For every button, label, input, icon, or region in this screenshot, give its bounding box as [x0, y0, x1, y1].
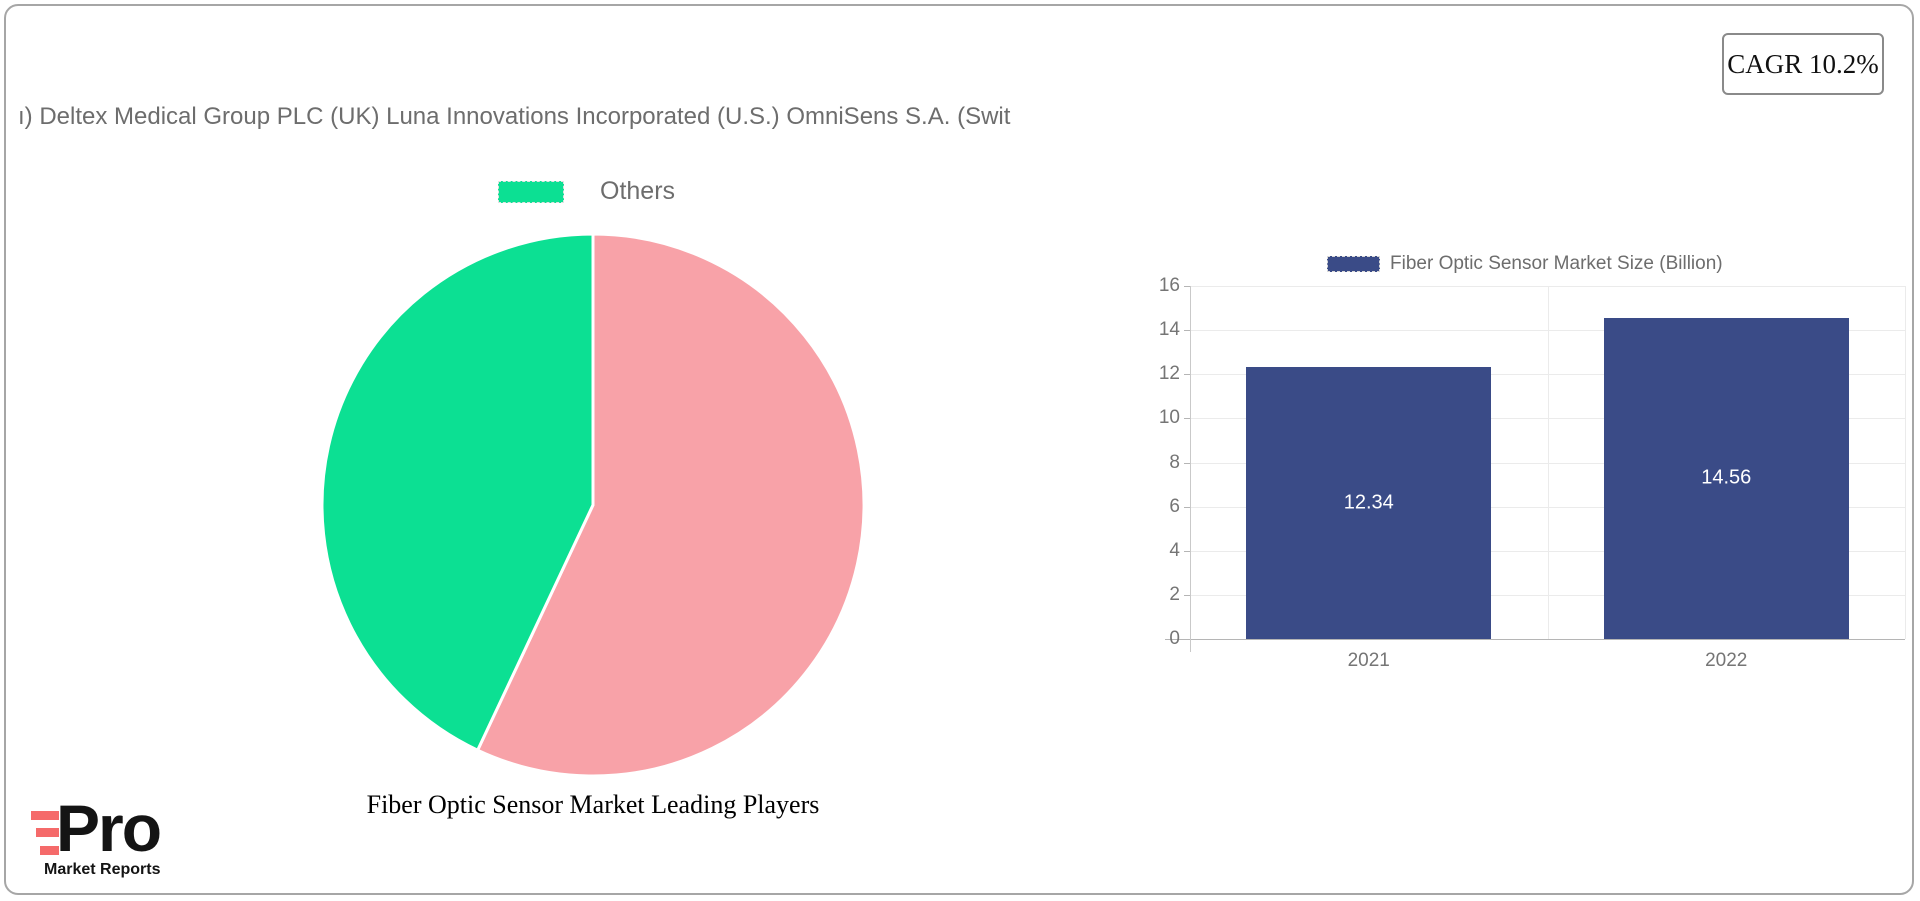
y-axis-label: 0 [1169, 628, 1180, 649]
legend-swatch-others[interactable] [498, 180, 564, 203]
y-axis-line [1190, 286, 1191, 652]
pie-legend-label[interactable]: Others [600, 177, 676, 205]
pie-slice-main [476, 232, 866, 778]
bar-value-label: 14.56 [1701, 466, 1752, 489]
bar-legend-label[interactable]: Fiber Optic Sensor Market Size (Billion) [1390, 253, 1723, 274]
logo-bar-icon [31, 811, 59, 820]
y-axis-tick [1184, 639, 1190, 640]
y-axis-label: 16 [1158, 275, 1180, 296]
cagr-label: CAGR 10.2% [1727, 48, 1879, 79]
y-axis-label: 8 [1169, 451, 1180, 473]
y-axis-tick [1184, 418, 1190, 420]
bar-value-label: 12.34 [1343, 491, 1394, 514]
y-axis-tick [1184, 594, 1190, 596]
y-axis-label: 4 [1169, 539, 1180, 561]
report-card [4, 4, 1914, 895]
logo-bar-icon [36, 828, 59, 837]
pie-chart [320, 232, 866, 778]
bar-chart: Fiber Optic Sensor Market Size (Billion)… [1159, 240, 1920, 690]
y-axis-label: 10 [1158, 407, 1180, 429]
y-axis-tick [1184, 462, 1190, 464]
y-axis-tick [1184, 286, 1190, 287]
y-axis-label: 2 [1169, 583, 1180, 605]
bar-2022 [1603, 317, 1849, 639]
y-axis-tick [1184, 330, 1190, 332]
y-axis-label: 12 [1158, 363, 1180, 385]
y-axis-tick [1184, 506, 1190, 508]
legend-swatch-market-size[interactable] [1327, 256, 1380, 272]
plot-right-border [1905, 286, 1906, 639]
y-axis-label: 6 [1169, 495, 1180, 517]
pie-slice-others [320, 232, 595, 752]
pie-chart-title: Fiber Optic Sensor Market Leading Player… [366, 790, 820, 819]
x-axis-label-2022: 2022 [1705, 650, 1748, 671]
x-axis-label-2021: 2021 [1347, 650, 1390, 671]
logo-wordmark: Pro [56, 791, 162, 865]
y-axis-tick [1184, 550, 1190, 552]
logo-bar-icon [40, 846, 59, 855]
pie-legend[interactable]: Others [498, 177, 675, 206]
bar-gridline [1165, 639, 1905, 640]
y-axis-label: 14 [1158, 319, 1180, 341]
companies-text: ı) Deltex Medical Group PLC (UK) Luna In… [18, 103, 1011, 130]
y-axis-tick [1184, 374, 1190, 376]
cagr-badge: CAGR 10.2% [1722, 33, 1884, 95]
bar-2021 [1246, 366, 1492, 639]
category-separator [1547, 286, 1549, 639]
bar-legend[interactable]: Fiber Optic Sensor Market Size (Billion) [1327, 253, 1723, 275]
logo-subtitle: Market Reports [44, 861, 161, 878]
